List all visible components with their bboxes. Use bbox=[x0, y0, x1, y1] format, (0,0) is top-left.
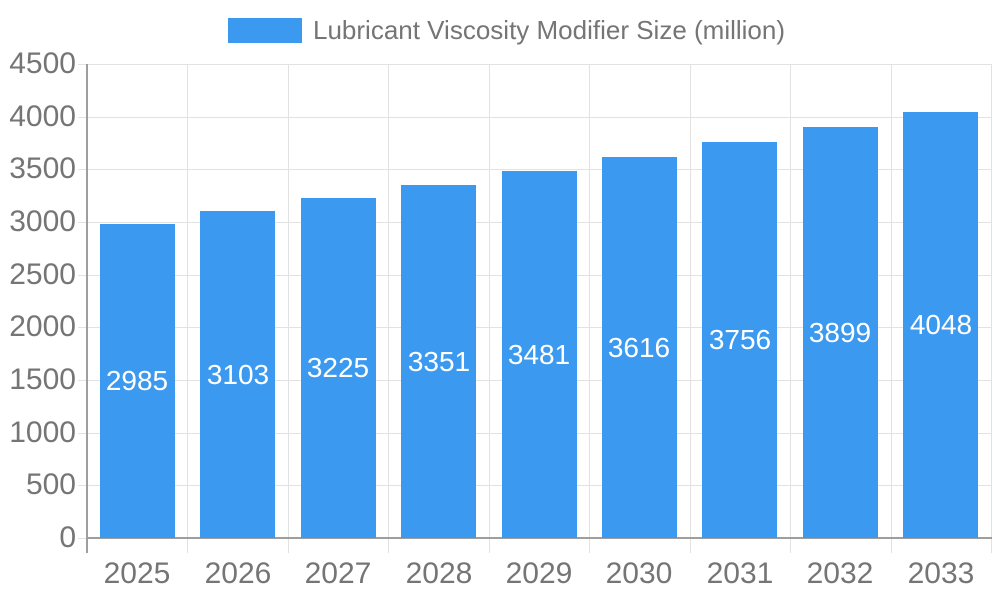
bar-value-label-2029: 3481 bbox=[507, 339, 571, 370]
bar-value-label-2025: 2985 bbox=[105, 365, 169, 396]
h-gridline bbox=[78, 64, 991, 65]
x-tick-label-2032: 2032 bbox=[806, 557, 874, 590]
y-tick-label-0: 0 bbox=[59, 521, 76, 554]
bar-2027[interactable] bbox=[301, 198, 376, 538]
h-gridline bbox=[78, 117, 991, 118]
bar-2028[interactable] bbox=[401, 185, 476, 538]
y-tick-label-500: 500 bbox=[25, 468, 76, 501]
bar-value-label-2031: 3756 bbox=[708, 324, 772, 355]
v-gridline bbox=[690, 64, 691, 553]
y-tick-label-4000: 4000 bbox=[9, 100, 76, 133]
legend[interactable]: Lubricant Viscosity Modifier Size (milli… bbox=[228, 17, 785, 44]
x-tick-label-2027: 2027 bbox=[304, 557, 372, 590]
bar-2026[interactable] bbox=[200, 211, 275, 538]
legend-label: Lubricant Viscosity Modifier Size (milli… bbox=[313, 15, 786, 45]
v-gridline bbox=[991, 64, 992, 553]
bar-value-label-2026: 3103 bbox=[206, 359, 270, 390]
x-tick-label-2029: 2029 bbox=[505, 557, 573, 590]
bar-value-label-2033: 4048 bbox=[909, 309, 973, 340]
bar-value-label-2027: 3225 bbox=[306, 352, 370, 383]
v-gridline bbox=[288, 64, 289, 553]
v-gridline bbox=[489, 64, 490, 553]
bar-2032[interactable] bbox=[803, 127, 878, 538]
bar-value-label-2028: 3351 bbox=[407, 346, 471, 377]
v-gridline bbox=[790, 64, 791, 553]
bar-2025[interactable] bbox=[100, 224, 175, 538]
x-tick-label-2025: 2025 bbox=[103, 557, 171, 590]
bar-value-label-2030: 3616 bbox=[607, 332, 671, 363]
y-tick-label-3500: 3500 bbox=[9, 152, 76, 185]
x-axis-line bbox=[86, 537, 992, 539]
y-tick-label-1000: 1000 bbox=[9, 416, 76, 449]
h-gridline bbox=[78, 169, 991, 170]
x-tick-label-2030: 2030 bbox=[605, 557, 673, 590]
x-tick-label-2028: 2028 bbox=[405, 557, 473, 590]
bar-2030[interactable] bbox=[602, 157, 677, 538]
bar-2029[interactable] bbox=[502, 171, 577, 538]
x-tick-label-2031: 2031 bbox=[706, 557, 774, 590]
v-gridline bbox=[187, 64, 188, 553]
y-tick-label-3000: 3000 bbox=[9, 205, 76, 238]
x-tick-label-2033: 2033 bbox=[907, 557, 975, 590]
y-axis-line bbox=[86, 64, 88, 553]
v-gridline bbox=[891, 64, 892, 553]
y-tick-label-2000: 2000 bbox=[9, 310, 76, 343]
v-gridline bbox=[589, 64, 590, 553]
y-tick-label-1500: 1500 bbox=[9, 363, 76, 396]
legend-swatch bbox=[228, 18, 302, 43]
y-tick-label-4500: 4500 bbox=[9, 47, 76, 80]
v-gridline bbox=[388, 64, 389, 553]
x-tick-label-2026: 2026 bbox=[204, 557, 272, 590]
y-tick-label-2500: 2500 bbox=[9, 258, 76, 291]
bar-value-label-2032: 3899 bbox=[808, 317, 872, 348]
bar-2033[interactable] bbox=[903, 112, 978, 538]
bar-2031[interactable] bbox=[702, 142, 777, 538]
